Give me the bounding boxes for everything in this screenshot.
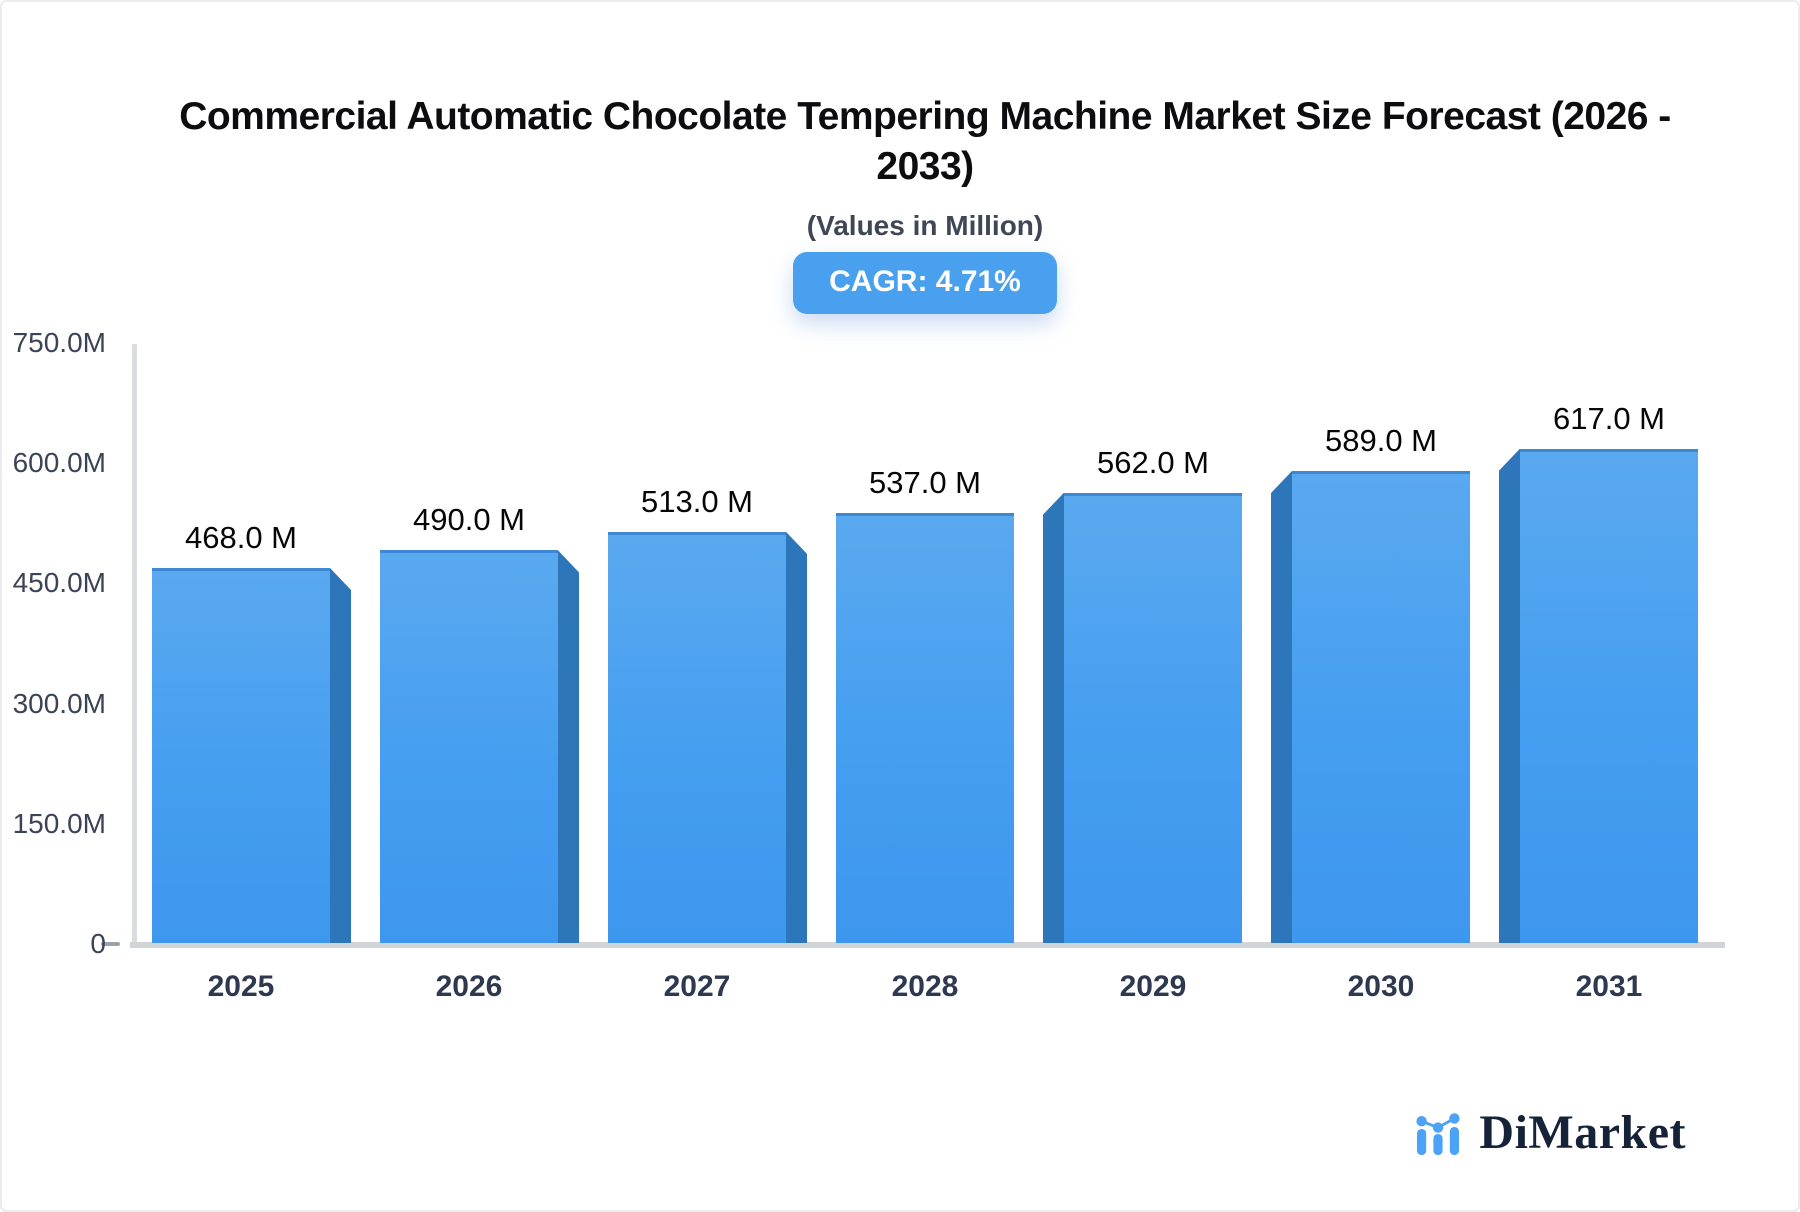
bar-value-label: 490.0 M [412, 502, 525, 538]
bar-value-label: 617.0 M [1552, 400, 1665, 436]
chart-title-line-2: 2033) [876, 145, 974, 188]
bar-2029 [1064, 492, 1242, 943]
x-tick-label: 2030 [1347, 970, 1415, 1003]
chart-title-line-1: Commercial Automatic Chocolate Tempering… [179, 95, 1671, 138]
x-tick-label: 2031 [1575, 970, 1643, 1003]
bar-2031 [1520, 448, 1698, 943]
y-tick-label: 600.0M [12, 447, 106, 479]
bar-value-label: 562.0 M [1096, 444, 1209, 480]
y-tick-label: 750.0M [12, 327, 106, 358]
chart-header: Commercial Automatic Chocolate Tempering… [2, 92, 1798, 314]
bar-2026 [380, 550, 558, 943]
mini-bar-chart-icon [1416, 1112, 1461, 1155]
bar-3d-side [1499, 448, 1520, 943]
x-tick-label: 2026 [435, 970, 503, 1003]
x-tick-label: 2025 [207, 970, 275, 1003]
chart-subtitle: (Values in Million) [806, 210, 1044, 241]
x-tick-label: 2027 [663, 970, 731, 1003]
bar-value-label: 513.0 M [640, 483, 753, 519]
y-tick-label: 150.0M [12, 807, 106, 839]
bar-2030 [1292, 471, 1470, 943]
dimarket-logo: DiMarket [1415, 1105, 1686, 1160]
x-tick-label: 2029 [1119, 970, 1187, 1003]
bar-3d-side [1043, 492, 1064, 943]
cagr-badge: CAGR: 4.71% [793, 252, 1057, 314]
bar-3d-side [1271, 471, 1292, 943]
bar-value-label: 468.0 M [184, 519, 297, 555]
bar-3d-side [558, 550, 579, 943]
bar-2025 [152, 567, 330, 943]
bar-2028 [836, 512, 1014, 943]
y-tick-label: 450.0M [12, 567, 106, 599]
bar-value-label: 589.0 M [1324, 423, 1437, 458]
y-tick-label: 300.0M [12, 687, 106, 719]
bar-3d-side [786, 531, 807, 943]
logo-text: DiMarket [1479, 1106, 1686, 1159]
y-tick-label: 0 [90, 928, 106, 959]
y-axis-line [132, 344, 137, 948]
bar-value-label: 537.0 M [868, 464, 981, 500]
bar-3d-side [330, 567, 351, 943]
zero-tick-mark [101, 942, 120, 946]
x-tick-label: 2028 [891, 970, 959, 1003]
bar-2027 [608, 531, 786, 943]
x-axis-baseline [130, 942, 1725, 948]
